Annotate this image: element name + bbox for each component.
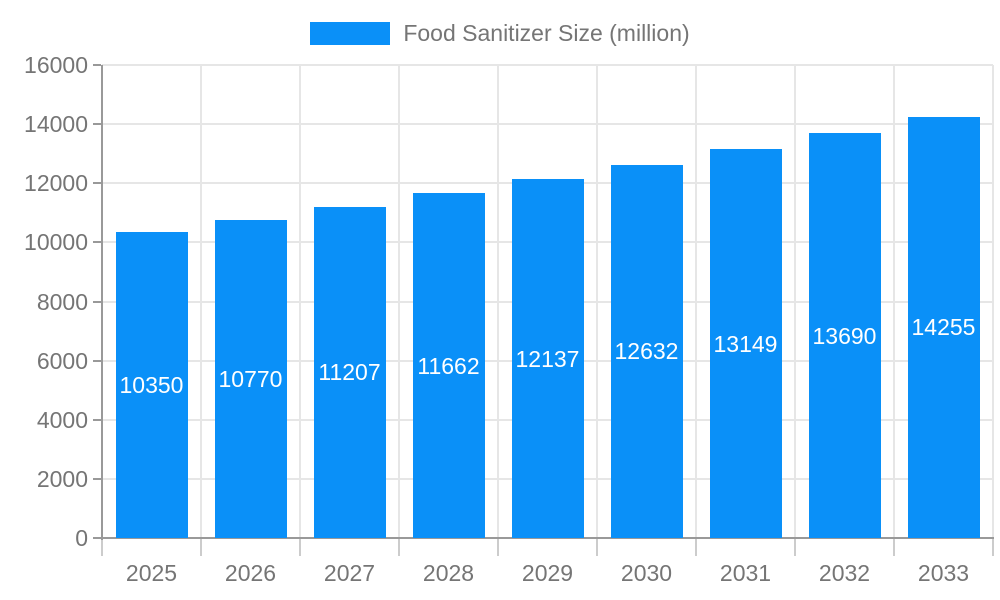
bar bbox=[610, 164, 683, 538]
x-tick-label: 2026 bbox=[224, 560, 277, 586]
x-tick-label: 2030 bbox=[620, 560, 673, 586]
bar-value-label: 13149 bbox=[713, 330, 778, 357]
x-axis-tick bbox=[299, 539, 301, 556]
x-tick-label: 2033 bbox=[917, 560, 970, 586]
x-tick-label: 2025 bbox=[125, 560, 178, 586]
bar bbox=[907, 116, 980, 538]
gridline-vertical bbox=[596, 65, 598, 538]
y-axis-tick bbox=[93, 537, 101, 539]
gridline-vertical bbox=[893, 65, 895, 538]
x-tick-label: 2027 bbox=[323, 560, 376, 586]
y-axis-tick bbox=[93, 418, 101, 421]
bar-value-label: 13690 bbox=[812, 322, 877, 349]
legend-swatch-icon bbox=[310, 21, 391, 45]
y-axis-tick bbox=[93, 300, 101, 303]
y-axis-tick bbox=[93, 182, 101, 185]
gridline-vertical bbox=[992, 65, 994, 538]
bar-value-label: 10770 bbox=[218, 365, 283, 392]
y-axis-tick bbox=[93, 477, 101, 480]
y-axis-tick bbox=[93, 241, 101, 244]
x-axis-tick bbox=[101, 539, 103, 556]
bar bbox=[511, 179, 584, 538]
y-tick-label: 12000 bbox=[24, 170, 88, 197]
y-tick-label: 10000 bbox=[24, 229, 88, 256]
y-tick-label: 8000 bbox=[36, 288, 88, 315]
x-axis-line bbox=[101, 537, 994, 539]
gridline-vertical bbox=[299, 65, 301, 538]
gridline-vertical bbox=[497, 65, 499, 538]
x-axis-tick bbox=[596, 539, 598, 556]
x-axis-tick bbox=[497, 539, 499, 556]
bar bbox=[214, 219, 287, 538]
bar-value-label: 11662 bbox=[417, 352, 480, 379]
bar bbox=[808, 133, 881, 538]
legend-label: Food Sanitizer Size (million) bbox=[403, 20, 690, 46]
x-tick-label: 2029 bbox=[521, 560, 574, 586]
bar bbox=[412, 193, 485, 538]
bar-value-label: 14255 bbox=[911, 314, 976, 341]
x-tick-label: 2031 bbox=[719, 560, 772, 586]
bar bbox=[313, 206, 386, 538]
y-tick-label: 2000 bbox=[36, 465, 88, 492]
bar bbox=[115, 232, 188, 538]
y-tick-label: 0 bbox=[75, 525, 88, 551]
x-axis-tick bbox=[200, 539, 202, 556]
x-axis-tick bbox=[398, 539, 400, 556]
y-axis-line bbox=[101, 65, 103, 540]
bar-value-label: 11207 bbox=[318, 359, 381, 386]
bar bbox=[709, 149, 782, 538]
x-axis-tick bbox=[695, 539, 697, 556]
y-axis-tick bbox=[93, 64, 101, 66]
gridline-vertical bbox=[695, 65, 697, 538]
x-axis-tick bbox=[893, 539, 895, 556]
y-tick-label: 6000 bbox=[36, 347, 88, 374]
y-tick-label: 4000 bbox=[36, 406, 88, 433]
gridline-vertical bbox=[398, 65, 400, 538]
x-axis-tick bbox=[794, 539, 796, 556]
y-tick-label: 14000 bbox=[24, 111, 88, 138]
bar-value-label: 12632 bbox=[614, 338, 679, 365]
x-tick-label: 2028 bbox=[422, 560, 475, 586]
bar-value-label: 12137 bbox=[515, 345, 580, 372]
gridline-horizontal bbox=[102, 64, 993, 66]
gridline-horizontal bbox=[102, 123, 993, 126]
y-axis-tick bbox=[93, 359, 101, 362]
y-tick-label: 16000 bbox=[24, 52, 88, 78]
gridline-vertical bbox=[794, 65, 796, 538]
y-axis-tick bbox=[93, 123, 101, 126]
x-tick-label: 2032 bbox=[818, 560, 871, 586]
chart-legend[interactable]: Food Sanitizer Size (million) bbox=[0, 16, 1000, 50]
bar-value-label: 10350 bbox=[119, 372, 184, 398]
gridline-vertical bbox=[200, 65, 202, 538]
x-axis-tick bbox=[992, 539, 994, 556]
